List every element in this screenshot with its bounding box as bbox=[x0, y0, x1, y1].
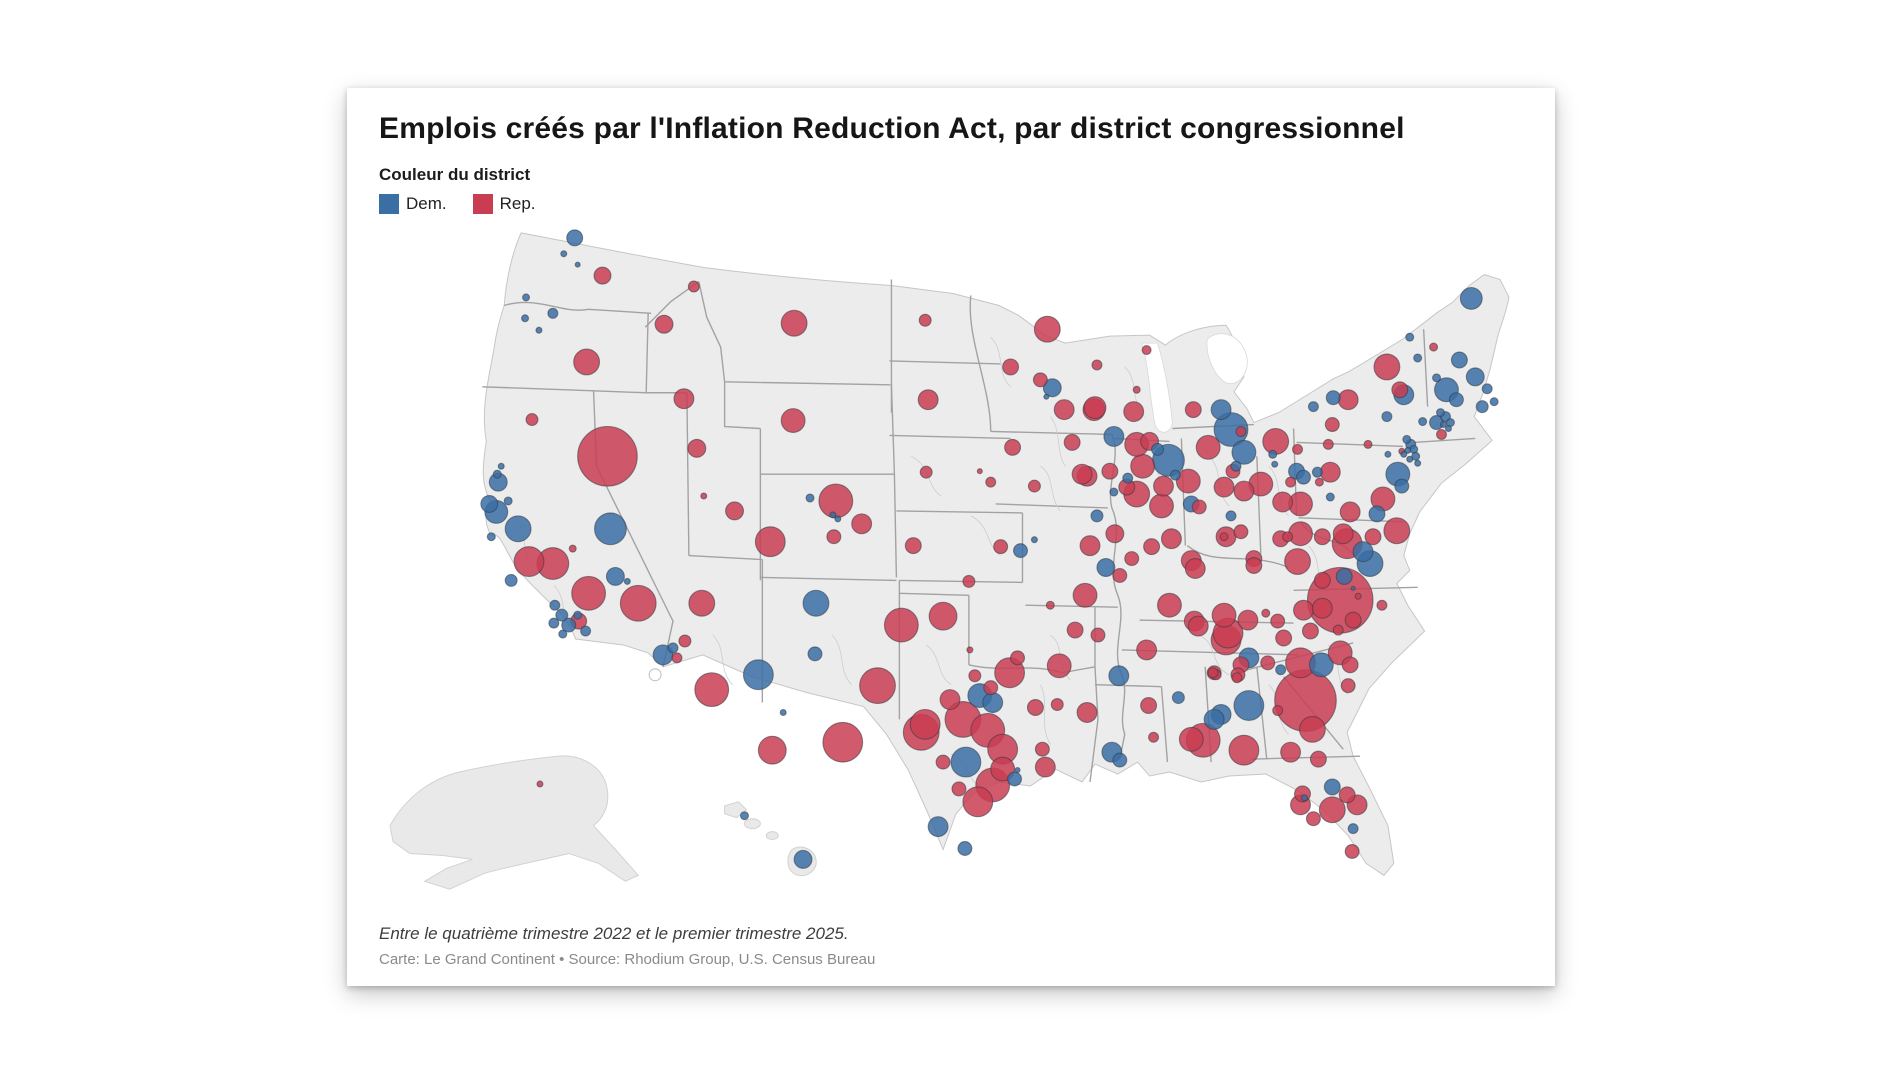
legend-title: Couleur du district bbox=[379, 165, 531, 184]
great-lakes bbox=[1141, 333, 1248, 433]
legend: Dem. Rep. bbox=[379, 194, 1523, 214]
legend-item-rep: Rep. bbox=[472, 194, 536, 214]
chart-title: Emplois créés par l'Inflation Reduction … bbox=[379, 112, 1405, 145]
dem-color-swatch bbox=[379, 194, 399, 214]
alaska-shape bbox=[389, 755, 640, 890]
us-bubble-map bbox=[389, 229, 1510, 890]
map-container bbox=[379, 218, 1523, 918]
legend-item-dem: Dem. bbox=[379, 194, 447, 214]
footnote: Entre le quatrième trimestre 2022 et le … bbox=[379, 924, 849, 943]
legend-label-rep: Rep. bbox=[499, 194, 536, 213]
rep-color-swatch bbox=[472, 194, 493, 214]
credit-line: Carte: Le Grand Continent • Source: Rhod… bbox=[379, 951, 876, 968]
chart-card: Emplois créés par l'Inflation Reduction … bbox=[347, 88, 1555, 986]
bubbles-layer bbox=[480, 229, 1499, 869]
legend-label-dem: Dem. bbox=[406, 194, 447, 213]
